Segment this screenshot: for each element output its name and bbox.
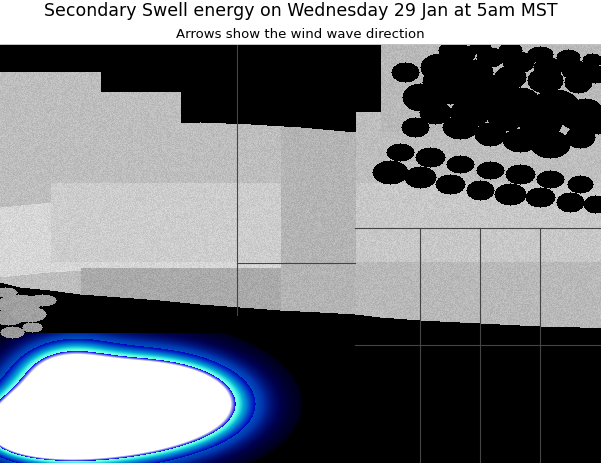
Text: Arrows show the wind wave direction: Arrows show the wind wave direction — [176, 28, 425, 41]
Text: Secondary Swell energy on Wednesday 29 Jan at 5am MST: Secondary Swell energy on Wednesday 29 J… — [44, 2, 557, 20]
